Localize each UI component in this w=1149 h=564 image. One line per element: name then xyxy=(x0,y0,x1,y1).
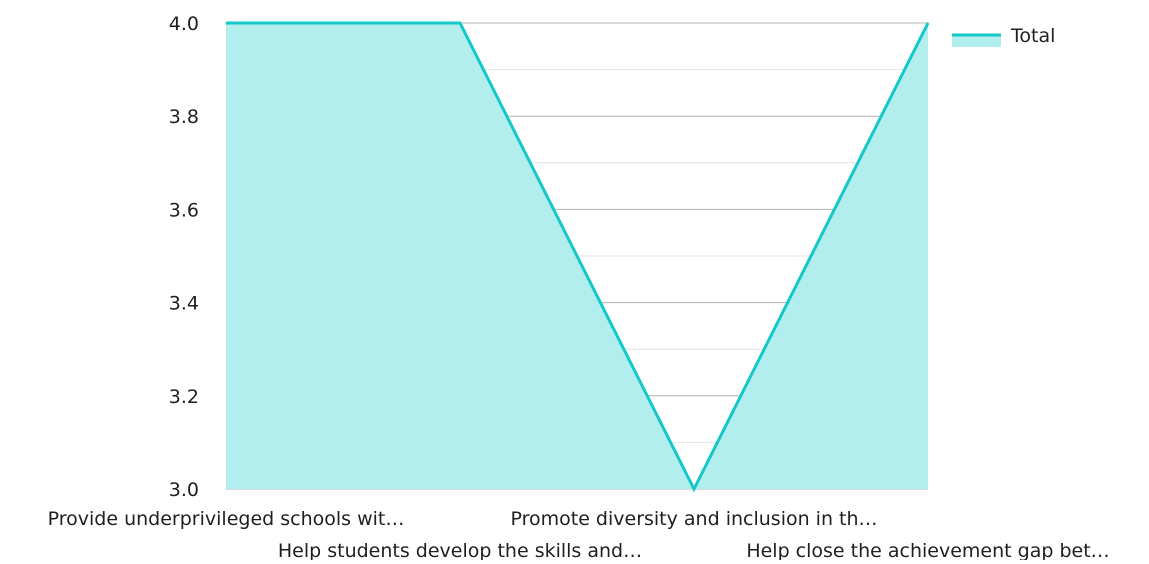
y-tick-label: 3.2 xyxy=(169,386,199,408)
x-axis-categories: Provide underprivileged schools wit… Help… xyxy=(48,508,1110,562)
legend-label: Total xyxy=(1010,25,1055,47)
y-axis-ticks: 3.0 3.2 3.4 3.6 3.8 4.0 xyxy=(169,13,199,501)
data-point xyxy=(225,22,227,24)
y-tick-label: 3.8 xyxy=(169,106,199,128)
series-area xyxy=(225,21,930,493)
x-category-label: Help close the achievement gap bet… xyxy=(746,540,1109,560)
data-point xyxy=(927,22,929,24)
y-tick-label: 4.0 xyxy=(169,13,199,35)
x-category-label: Promote diversity and inclusion in th… xyxy=(510,508,877,530)
y-tick-label: 3.4 xyxy=(169,293,199,315)
series-line-total xyxy=(226,21,930,493)
legend-swatch-fill xyxy=(952,35,1001,47)
x-category-label: Provide underprivileged schools wit… xyxy=(48,508,405,530)
x-category-label: Help students develop the skills and… xyxy=(278,540,642,560)
y-tick-label: 3.6 xyxy=(169,199,199,221)
data-point xyxy=(459,22,461,24)
data-point xyxy=(693,488,695,490)
legend: Total xyxy=(952,25,1055,47)
y-tick-label: 3.0 xyxy=(169,479,199,501)
